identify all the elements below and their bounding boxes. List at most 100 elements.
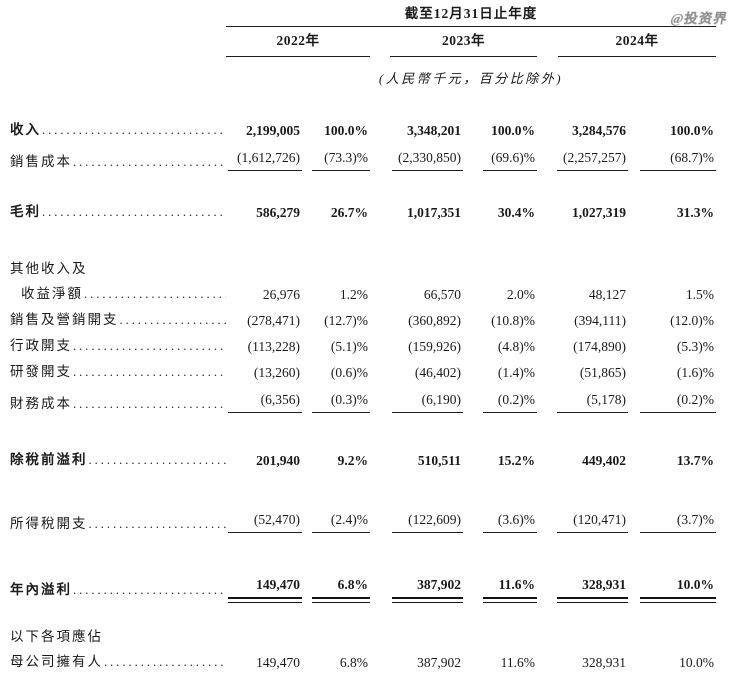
- cell-2022-value: 2,199,005: [246, 123, 300, 138]
- row-label-cell: 所得稅開支: [10, 501, 226, 533]
- year-header-2022-cell: 2022年: [226, 27, 370, 57]
- row-label-cell: 行政開支: [10, 329, 226, 355]
- cell-2022-pct: (0.6)%: [330, 365, 368, 380]
- table-row-rd-expenses: 研發開支 (13,260) (0.6)% (46,402) (1.4)% (51…: [10, 355, 716, 381]
- cell-2023-value: 66,570: [423, 287, 461, 302]
- cell-2024-pct: 10.0%: [628, 563, 717, 603]
- cell-2024-value: (2,257,257): [537, 139, 628, 171]
- row-label-cell: 銷售成本: [10, 139, 226, 171]
- cell-2024-pct: 100.0%: [670, 123, 715, 138]
- cell-2024-value: 3,284,576: [572, 123, 626, 138]
- cell-2022-pct: 100.0%: [324, 123, 368, 138]
- cell-2022-value: (6,356): [226, 381, 302, 413]
- cell-2024-pct: (3.7)%: [628, 501, 717, 533]
- cell-2023-value: 1,017,351: [407, 205, 461, 220]
- top-rule: [226, 22, 717, 27]
- cell-2023-value: 510,511: [417, 453, 461, 468]
- row-label: 收益淨額: [21, 286, 83, 301]
- cell-empty: [537, 251, 628, 277]
- spacer-cell: [10, 57, 226, 87]
- cell-2023-value: 387,902: [370, 563, 463, 603]
- row-label-cell: 收益淨額: [10, 277, 226, 303]
- table-row-other-income-caption: 其他收入及: [10, 251, 716, 277]
- cell-2023-pct: 30.4%: [497, 205, 535, 220]
- cell-2022-pct: 6.8%: [302, 563, 370, 603]
- row-label: 以下各項應佔: [10, 629, 103, 644]
- row-label-cell: 其他收入及: [10, 251, 226, 277]
- dot-leader: [72, 363, 226, 381]
- period-title: 截至12月31日止年度: [404, 6, 538, 21]
- row-label: 毛利: [10, 204, 41, 219]
- cell-empty: [628, 619, 716, 645]
- table-row-owners-of-parent: 母公司擁有人 149,470 6.8% 387,902 11.6% 328,93…: [10, 645, 716, 671]
- cell-2022-pct: 26.7%: [330, 205, 368, 220]
- year-header-2022: 2022年: [226, 32, 370, 57]
- cell-2024-pct: (68.7)%: [628, 139, 717, 171]
- cell-2022-value: 26,976: [262, 287, 300, 302]
- cell-empty: [370, 251, 463, 277]
- table-row-income-tax-expense: 所得稅開支 (52,470) (2.4)% (122,609) (3.6)% (…: [10, 501, 717, 533]
- cell-2022-pct: (2.4)%: [302, 501, 370, 533]
- cell-2024-value: 449,402: [582, 453, 626, 468]
- row-label: 財務成本: [10, 396, 72, 411]
- row-label: 母公司擁有人: [10, 654, 103, 669]
- cell-2023-pct: 11.6%: [500, 655, 535, 670]
- cell-2023-value: (122,609): [370, 501, 463, 533]
- dot-leader: [88, 451, 227, 469]
- row-label: 研發開支: [10, 364, 72, 379]
- cell-2024-pct: (1.6)%: [676, 365, 715, 380]
- spacer-row: [10, 87, 716, 113]
- cell-2023-value: (46,402): [414, 365, 461, 380]
- cell-2024-pct: 10.0%: [679, 655, 715, 670]
- cell-2022-value: (13,260): [253, 365, 300, 380]
- row-label: 行政開支: [10, 338, 72, 353]
- cell-empty: [226, 251, 302, 277]
- cell-2023-pct: 15.2%: [497, 453, 535, 468]
- table-row-other-income-net: 收益淨額 26,976 1.2% 66,570 2.0% 48,127 1.5%: [10, 277, 716, 303]
- cell-empty: [226, 619, 302, 645]
- row-label-cell: 以下各項應佔: [10, 619, 226, 645]
- cell-2023-pct: (69.6)%: [463, 139, 537, 171]
- watermark-investor-community: @投资界: [669, 11, 730, 26]
- cell-2022-value: 586,279: [256, 205, 300, 220]
- cell-2023-value: 3,348,201: [407, 123, 461, 138]
- spacer-row: [10, 469, 716, 501]
- dot-leader: [72, 581, 226, 599]
- table-row-profit-for-the-year: 年內溢利 149,470 6.8% 387,902 11.6% 328,931 …: [10, 563, 717, 603]
- dot-leader: [41, 121, 226, 139]
- table-row-revenue: 收入 2,199,005 100.0% 3,348,201 100.0% 3,2…: [10, 113, 716, 139]
- cell-empty: [628, 251, 716, 277]
- unit-note: (人民幣千元，百分比除外): [378, 71, 564, 86]
- cell-2023-value: (159,926): [408, 339, 461, 354]
- spacer-row: [10, 221, 716, 251]
- cell-2023-pct: 100.0%: [491, 123, 535, 138]
- dot-leader: [41, 203, 226, 221]
- cell-2023-value: 387,902: [417, 655, 461, 670]
- cell-2022-pct: 9.2%: [337, 453, 368, 468]
- cell-2022-value: 201,940: [256, 453, 300, 468]
- cell-2023-value: (2,330,850): [370, 139, 463, 171]
- dot-leader: [88, 515, 227, 533]
- spacer-cell: [10, 27, 226, 58]
- cell-2022-pct: 6.8%: [339, 655, 368, 670]
- cell-2024-value: (5,178): [537, 381, 628, 413]
- dot-leader: [103, 653, 226, 671]
- dot-leader: [72, 153, 226, 171]
- cell-empty: [302, 251, 370, 277]
- cell-empty: [537, 619, 628, 645]
- year-header-2024-cell: 2024年: [537, 27, 717, 57]
- dot-leader: [83, 285, 226, 303]
- cell-2023-pct: (0.2)%: [463, 381, 537, 413]
- spacer-row: [10, 533, 716, 563]
- row-label-cell: 除稅前溢利: [10, 443, 226, 469]
- table-row-profit-before-tax: 除稅前溢利 201,940 9.2% 510,511 15.2% 449,402…: [10, 443, 716, 469]
- cell-2024-pct: (0.2)%: [628, 381, 717, 413]
- table-row-administrative-expenses: 行政開支 (113,228) (5.1)% (159,926) (4.8)% (…: [10, 329, 716, 355]
- table-row-cost-of-sales: 銷售成本 (1,612,726) (73.3)% (2,330,850) (69…: [10, 139, 717, 171]
- row-label-cell: 毛利: [10, 195, 226, 221]
- cell-2024-pct: 1.5%: [685, 287, 715, 302]
- income-statement-table: 截至12月31日止年度 2022年 2023年 2024年 (人民幣千元，百分比…: [10, 0, 717, 671]
- table-row-finance-costs: 財務成本 (6,356) (0.3)% (6,190) (0.2)% (5,17…: [10, 381, 717, 413]
- dot-leader: [119, 311, 227, 329]
